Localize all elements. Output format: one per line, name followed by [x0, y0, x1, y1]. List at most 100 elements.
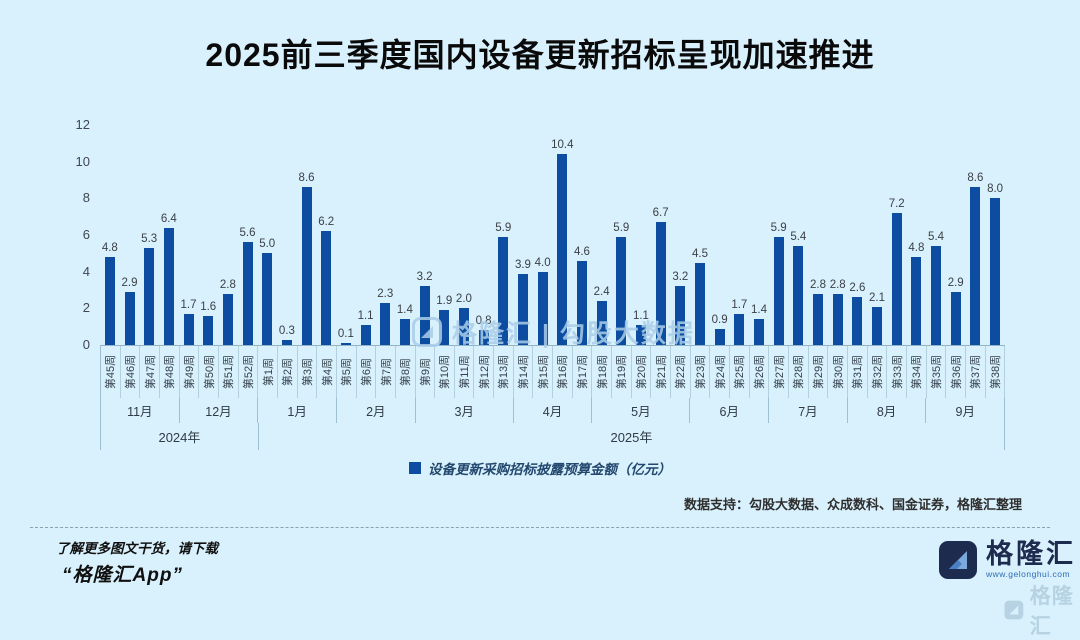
x-tick-month: 1月 — [258, 398, 337, 423]
x-tick-week: 第15周 — [533, 346, 554, 398]
page-title: 2025前三季度国内设备更新招标呈现加速推进 — [205, 37, 875, 73]
bar-slot: 5.0 — [257, 125, 277, 345]
logo-name: 格隆汇 — [986, 539, 1076, 569]
x-tick-week: 第49周 — [180, 346, 200, 398]
bar-value-label: 8.0 — [987, 183, 1004, 196]
footer-promo-line1: 了解更多图文干货，请下载 — [56, 541, 218, 556]
corner-watermark-icon — [1004, 600, 1024, 620]
bar — [891, 213, 902, 345]
plot-area: 4.8 2.9 5.3 6.4 1.7 1.6 2.8 5.6 5.0 0.3 8.6 6.2 0.1 1… — [100, 125, 1005, 345]
x-tick-year: 2025年 — [259, 423, 1005, 450]
bar-value-label: 8.6 — [298, 172, 315, 185]
bar-value-label: 5.6 — [239, 227, 256, 240]
x-tick-week-label: 第19周 — [616, 354, 629, 390]
bar — [183, 313, 194, 345]
x-tick-week: 第35周 — [927, 346, 947, 398]
x-tick-week: 第37周 — [966, 346, 986, 398]
x-tick-week: 第33周 — [887, 346, 907, 398]
bar — [990, 198, 1001, 345]
bar-slot: 5.9 — [769, 125, 789, 345]
bar-value-label: 1.4 — [396, 304, 413, 317]
bar-value-label: 5.9 — [613, 221, 630, 234]
bar-slot: 6.7 — [651, 125, 671, 345]
x-axis-week-row: 第45周 第46周 第47周 第48周 第49周 第50周 第51周 第52周 第1周 第2周 第3… — [100, 345, 1006, 398]
logo-url: www.gelonghui.com — [986, 569, 1071, 579]
bar-slot: 2.3 — [375, 125, 395, 345]
bar — [439, 310, 450, 345]
bar-slot: 1.4 — [395, 125, 415, 345]
bar — [124, 291, 135, 345]
footer-promo-line2: “格隆汇App” — [62, 565, 183, 586]
bar-value-label: 4.6 — [573, 245, 590, 258]
x-tick-week: 第6周 — [357, 346, 377, 398]
x-tick-week-label: 第34周 — [911, 354, 924, 390]
bar-value-label: 10.4 — [551, 139, 574, 152]
x-tick-week-label: 第22周 — [675, 354, 688, 390]
x-tick-week: 第2周 — [278, 346, 298, 398]
bar-slot: 8.6 — [297, 125, 317, 345]
x-tick-week: 第29周 — [809, 346, 829, 398]
bar — [262, 253, 273, 345]
bar-value-label: 0.8 — [475, 315, 492, 328]
x-tick-week-label: 第1周 — [262, 357, 275, 387]
corner-watermark-text: 格隆汇 — [1029, 585, 1074, 638]
bar — [852, 297, 863, 345]
bar — [793, 246, 804, 345]
x-tick-week-label: 第29周 — [812, 354, 825, 390]
y-axis: 0 2 4 6 8 10 12 — [56, 117, 90, 352]
bar-slot: 2.1 — [867, 125, 887, 345]
bar-value-label: 6.2 — [318, 216, 335, 229]
bar-slot: 4.8 — [907, 125, 927, 345]
bar-slot: 8.0 — [985, 125, 1005, 345]
bar-value-label: 1.7 — [180, 298, 197, 311]
x-tick-week: 第1周 — [258, 346, 278, 398]
gelonghui-logo-icon — [939, 541, 977, 579]
bar-value-label: 5.4 — [790, 231, 807, 243]
x-tick-week: 第19周 — [612, 346, 632, 398]
x-tick-week-label: 第32周 — [871, 354, 884, 390]
legend-label: 设备更新采购招标披露预算金额（亿元） — [428, 462, 671, 477]
source-note: 数据支持：勾股大数据、众成数科、国金证券，格隆汇整理 — [683, 497, 1022, 512]
x-tick-month: 8月 — [848, 398, 927, 423]
bar-slot: 10.4 — [551, 125, 574, 345]
x-tick-week: 第28周 — [789, 346, 809, 398]
x-tick-week: 第3周 — [298, 346, 318, 398]
bar — [911, 257, 922, 345]
bar — [144, 247, 155, 345]
bar-value-label: 6.7 — [652, 207, 669, 220]
bar — [301, 187, 312, 345]
x-tick-month: 5月 — [592, 398, 691, 423]
bar — [104, 257, 115, 345]
x-tick-week: 第23周 — [691, 346, 711, 398]
footer-divider — [30, 527, 1050, 528]
bar-value-label: 2.8 — [219, 278, 236, 291]
x-tick-week-label: 第36周 — [950, 354, 963, 390]
bar — [813, 293, 824, 345]
x-tick-week: 第22周 — [671, 346, 691, 398]
bar-slot: 2.8 — [808, 125, 828, 345]
bar-slot: 5.4 — [789, 125, 809, 345]
bar-slot: 1.7 — [179, 125, 199, 345]
bar — [203, 315, 214, 345]
bar — [635, 324, 646, 345]
bar-value-label: 1.9 — [436, 295, 453, 308]
bar — [242, 242, 253, 345]
x-tick-week-label: 第52周 — [242, 354, 255, 390]
x-tick-week: 第14周 — [514, 346, 534, 398]
bar — [537, 271, 548, 345]
bar-slot: 2.6 — [848, 125, 868, 345]
bar — [931, 246, 942, 345]
bar-value-label: 2.1 — [869, 291, 886, 304]
x-axis: 第45周 第46周 第47周 第48周 第49周 第50周 第51周 第52周 第1周 第2周 第3… — [100, 345, 1006, 450]
bar-value-label: 2.4 — [593, 286, 610, 298]
x-tick-week-label: 第20周 — [636, 354, 649, 390]
bar-value-label: 0.1 — [337, 328, 354, 341]
bar — [419, 286, 430, 345]
x-tick-week: 第26周 — [750, 346, 770, 398]
bar-value-label: 2.8 — [829, 278, 846, 291]
bar-value-label: 1.1 — [632, 309, 649, 322]
x-tick-week: 第36周 — [946, 346, 966, 398]
bar-value-label: 1.6 — [200, 300, 217, 313]
bar-slot: 0.3 — [277, 125, 297, 345]
x-tick-week-label: 第18周 — [596, 354, 609, 390]
